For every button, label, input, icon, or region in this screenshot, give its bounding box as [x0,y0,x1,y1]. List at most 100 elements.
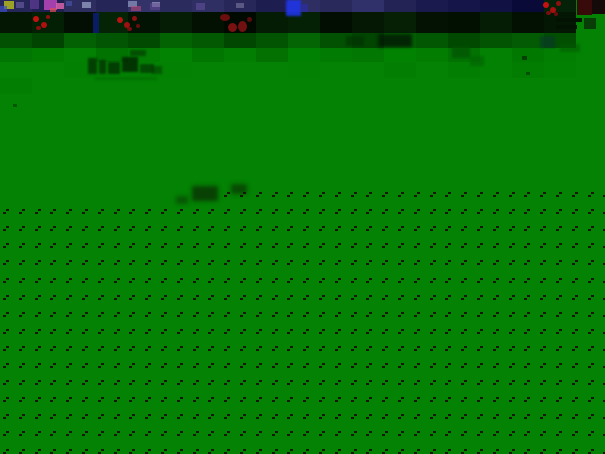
noise-block [288,48,320,62]
terrain-dot [114,226,120,231]
terrain-dot [556,243,562,248]
terrain-dot [477,329,483,334]
noise-pixel-red [50,8,56,12]
terrain-dot [524,295,530,300]
terrain-dot [82,295,88,300]
noise-block [96,12,128,33]
terrain-dot [256,431,262,436]
red-dot [46,15,50,19]
terrain-dot [303,449,309,454]
noise-block [512,12,544,33]
terrain-dot [193,312,199,317]
terrain-dot [272,380,278,385]
noise-block [64,12,96,33]
terrain-dot [287,431,293,436]
terrain-dot [572,278,578,283]
terrain-dot [603,226,605,231]
terrain-dot [82,380,88,385]
terrain-dot [50,243,56,248]
terrain-dot [208,431,214,436]
noise-block [160,48,192,62]
terrain-dot [98,312,104,317]
terrain-dot [477,243,483,248]
noise-block [192,12,224,33]
terrain-dot [398,397,404,402]
terrain-dot [208,363,214,368]
terrain-dot [177,278,183,283]
field-smudge [99,60,106,74]
terrain-dot [335,243,341,248]
terrain-dot [19,226,25,231]
terrain-dot [493,295,499,300]
terrain-dot [430,278,436,283]
terrain-dot [366,226,372,231]
terrain-dot [177,363,183,368]
terrain-dot [540,431,546,436]
terrain-dot [129,209,135,214]
dark-scribble [346,36,364,46]
noise-block [256,48,288,62]
noise-block [448,0,480,12]
terrain-dot [303,295,309,300]
terrain-dot [66,397,72,402]
field-smudge [540,36,555,48]
terrain-dot [445,192,451,197]
terrain-dot [540,192,546,197]
terrain-dot [398,209,404,214]
terrain-dot [256,449,262,454]
terrain-dot [493,209,499,214]
terrain-dot [177,329,183,334]
noise-block [256,62,288,78]
terrain-dot [114,397,120,402]
terrain-dot [177,312,183,317]
terrain-dot [3,226,9,231]
terrain-dot [114,329,120,334]
terrain-dot [19,329,25,334]
terrain-dot [382,380,388,385]
terrain-dot [208,209,214,214]
terrain-dot [303,363,309,368]
terrain-dot [114,449,120,454]
terrain-dot [98,295,104,300]
terrain-dot [145,312,151,317]
terrain-dot [351,243,357,248]
terrain-dot [556,346,562,351]
terrain-dot [556,260,562,265]
terrain-dot [208,346,214,351]
terrain-dot [319,397,325,402]
terrain-dot [98,260,104,265]
terrain-dot [445,431,451,436]
terrain-dot [335,397,341,402]
terrain-dot [382,397,388,402]
terrain-dot [335,346,341,351]
terrain-dot [540,397,546,402]
terrain-dot [240,380,246,385]
terrain-dot [335,209,341,214]
terrain-dot [161,449,167,454]
terrain-dot [524,397,530,402]
terrain-dot [145,329,151,334]
noise-block [32,62,64,78]
terrain-dot [224,329,230,334]
terrain-dot [272,209,278,214]
noise-block [512,33,544,48]
terrain-dot [303,192,309,197]
terrain-dot [445,346,451,351]
terrain-dot [161,414,167,419]
noise-block [416,48,448,62]
terrain-dot [540,295,546,300]
terrain-dot [145,363,151,368]
terrain-dot [161,329,167,334]
terrain-dot [351,192,357,197]
noise-block [480,33,512,48]
noise-pixel-pink [56,3,64,9]
terrain-dot [161,363,167,368]
terrain-dot [208,449,214,454]
terrain-dot [193,278,199,283]
terrain-dot [414,312,420,317]
terrain-dot [287,397,293,402]
terrain-dot [398,431,404,436]
terrain-dot [224,431,230,436]
terrain-dot [588,414,594,419]
terrain-dot [572,346,578,351]
